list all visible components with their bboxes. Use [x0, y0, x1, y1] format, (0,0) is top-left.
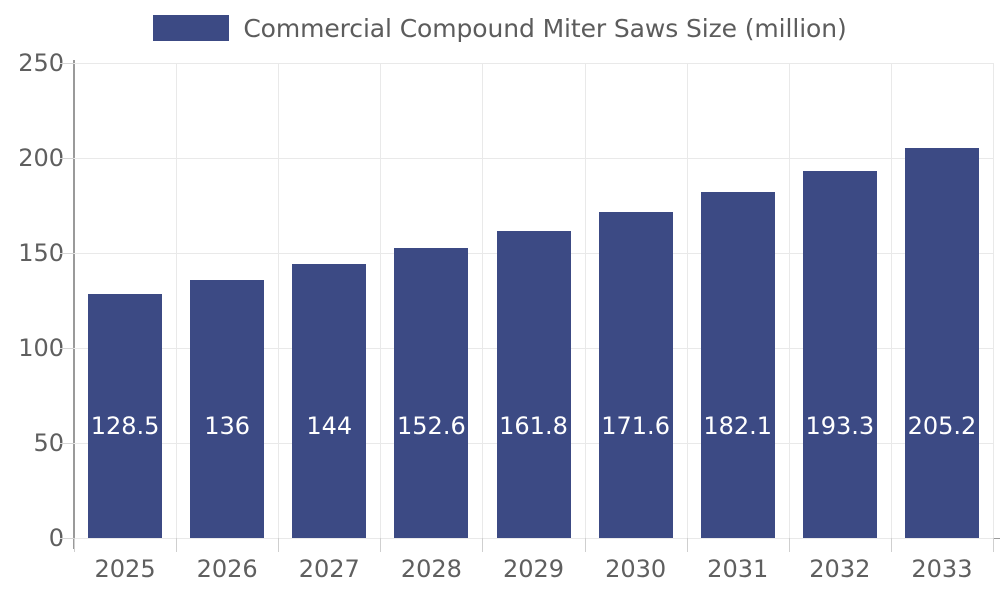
x-axis-tick-mark [482, 538, 483, 552]
bar[interactable]: 205.2 [904, 148, 979, 538]
bar[interactable]: 182.1 [700, 192, 775, 538]
bar-value-label: 128.5 [90, 412, 160, 440]
x-axis-tick-label: 2026 [196, 555, 258, 583]
y-axis-tick-mark [60, 63, 74, 64]
y-axis-tick-labels: 0 50 100 150 200 250 [0, 0, 64, 600]
legend-item-label: Commercial Compound Miter Saws Size (mil… [243, 13, 847, 43]
bar[interactable]: 152.6 [394, 248, 469, 538]
bar[interactable]: 171.6 [598, 211, 673, 538]
legend-item-series-0[interactable]: Commercial Compound Miter Saws Size (mil… [153, 13, 847, 43]
y-axis-tick-label: 200 [18, 144, 64, 172]
gridline-horizontal [74, 158, 993, 159]
y-axis-tick-label: 250 [18, 49, 64, 77]
y-axis-tick-mark [60, 348, 74, 349]
bar-value-label: 161.8 [499, 412, 568, 440]
y-axis-tick-mark [60, 158, 74, 159]
bar-value-label: 144 [306, 412, 353, 440]
x-axis-tick-mark [687, 538, 688, 552]
x-axis-tick-mark [74, 538, 75, 552]
bar[interactable]: 136 [190, 279, 265, 538]
gridline-vertical [482, 63, 483, 538]
gridline-vertical [585, 63, 586, 538]
chart-legend: Commercial Compound Miter Saws Size (mil… [0, 0, 1000, 56]
bar-value-label: 171.6 [601, 412, 670, 440]
x-axis-tick-label: 2031 [707, 555, 769, 583]
gridline-vertical [993, 63, 994, 538]
x-axis-tick-mark [176, 538, 177, 552]
x-axis-tick-label: 2029 [502, 555, 565, 583]
y-axis-tick-label: 150 [18, 239, 64, 267]
y-axis-line [73, 60, 75, 549]
gridline-horizontal [74, 63, 993, 64]
x-axis-tick-mark [789, 538, 790, 552]
bar[interactable]: 128.5 [88, 293, 163, 538]
gridline-vertical [687, 63, 688, 538]
y-axis-tick-label: 0 [48, 524, 64, 552]
y-axis-tick-label: 50 [33, 429, 64, 457]
y-axis-tick-mark [60, 538, 74, 539]
gridline-vertical [176, 63, 177, 538]
gridline-vertical [891, 63, 892, 538]
gridline-vertical [789, 63, 790, 538]
x-axis-tick-mark [891, 538, 892, 552]
x-axis-tick-label: 2025 [94, 555, 156, 583]
bar-value-label: 193.3 [805, 412, 875, 440]
gridline-vertical [380, 63, 381, 538]
bar[interactable]: 161.8 [496, 230, 571, 538]
y-axis-tick-mark [60, 253, 74, 254]
x-axis-tick-mark [993, 538, 994, 552]
gridline-horizontal [74, 538, 993, 539]
x-axis-tick-mark [278, 538, 279, 552]
x-axis-tick-label: 2028 [400, 555, 462, 583]
x-axis-tick-label: 2027 [298, 555, 360, 583]
x-axis-tick-label: 2033 [911, 555, 973, 583]
x-axis-tick-label: 2030 [605, 555, 667, 583]
y-axis-tick-label: 100 [18, 334, 64, 362]
x-axis-tick-mark [380, 538, 381, 552]
bar-value-label: 152.6 [397, 412, 466, 440]
gridline-vertical [278, 63, 279, 538]
bar-value-label: 182.1 [703, 412, 773, 440]
x-axis-tick-mark [585, 538, 586, 552]
x-axis-tick-label: 2032 [809, 555, 871, 583]
bar[interactable]: 144 [292, 264, 367, 538]
y-axis-tick-mark [60, 443, 74, 444]
bar[interactable]: 193.3 [802, 170, 877, 538]
bar-value-label: 205.2 [907, 412, 977, 440]
legend-color-swatch-icon [153, 15, 230, 41]
plot-area: 128.5 136 144 152.6 161.8 171.6 182.1 193.3 205.… [74, 63, 994, 539]
bar-value-label: 136 [204, 412, 251, 440]
